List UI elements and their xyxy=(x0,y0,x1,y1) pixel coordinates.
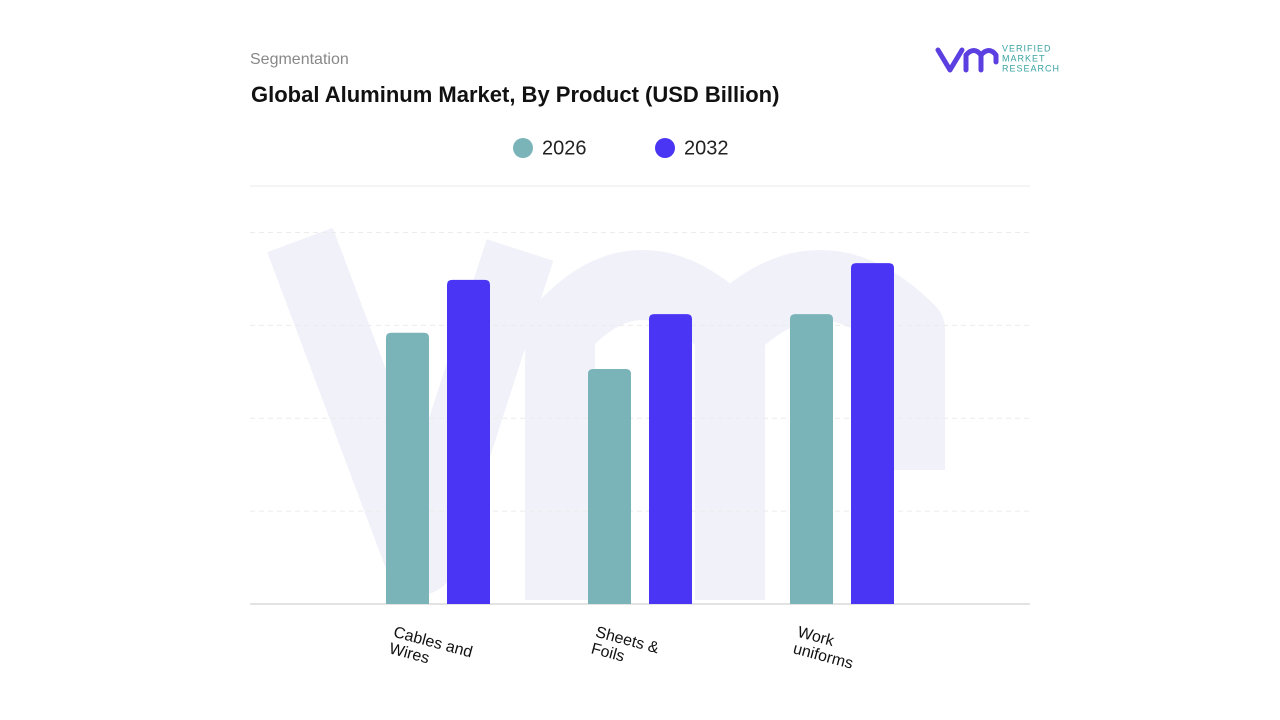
brand-text: MARKET xyxy=(1002,53,1046,63)
bar xyxy=(851,263,894,604)
legend-swatch xyxy=(513,138,533,158)
legend-swatch xyxy=(655,138,675,158)
brand-text: RESEARCH xyxy=(1002,63,1060,73)
bar xyxy=(447,279,490,604)
bar xyxy=(588,368,631,604)
brand-text: VERIFIED xyxy=(1002,43,1052,53)
bar xyxy=(386,332,429,604)
bar xyxy=(649,314,692,604)
chart-title: Global Aluminum Market, By Product (USD … xyxy=(251,82,779,107)
bar xyxy=(790,314,833,604)
section-label: Segmentation xyxy=(250,51,349,68)
legend-label: 2032 xyxy=(684,137,729,159)
logo xyxy=(935,47,999,73)
legend-label: 2026 xyxy=(542,137,587,159)
